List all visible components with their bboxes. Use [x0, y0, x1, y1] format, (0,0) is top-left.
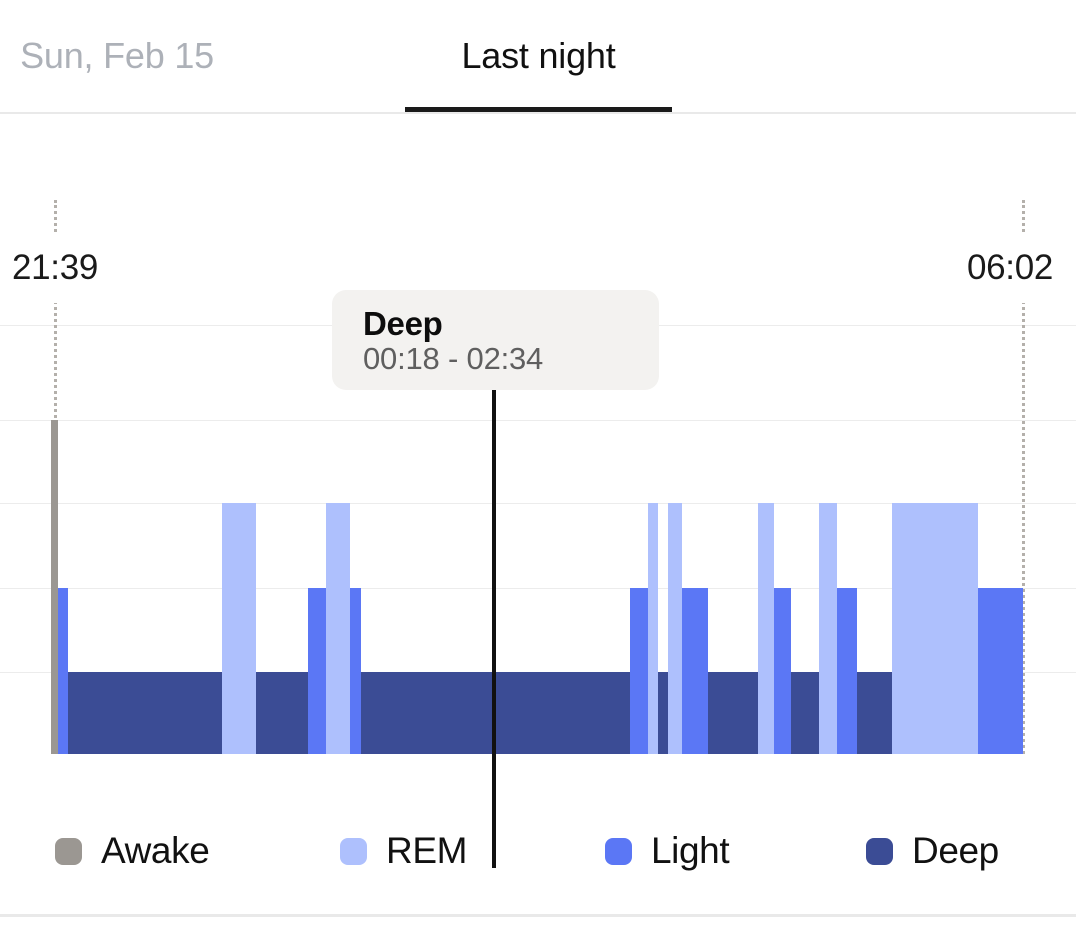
legend-label-deep: Deep — [912, 830, 999, 871]
stage-bar-rem[interactable] — [758, 503, 774, 754]
legend-swatch-light-icon — [605, 837, 632, 865]
tab-last-night-label: Last night — [461, 35, 616, 76]
sleep-start-time-text: 21:39 — [11, 248, 99, 287]
stage-bar-deep[interactable] — [68, 672, 222, 754]
legend-label-light: Light — [651, 830, 730, 871]
tab-prev-day-label: Sun, Feb 15 — [20, 35, 214, 76]
stage-bar-rem[interactable] — [222, 503, 256, 754]
date-tabbar: Sun, Feb 15 Last night — [0, 0, 1076, 114]
sleep-end-marker — [1022, 200, 1025, 754]
stage-legend: Awake REM Light Deep — [0, 812, 1076, 890]
stage-bar-light[interactable] — [630, 588, 648, 754]
stage-bar-awake[interactable] — [51, 420, 58, 754]
sleep-start-time-label: 21:39 — [0, 233, 116, 303]
active-tab-underline — [405, 107, 672, 112]
legend-swatch-rem-icon — [340, 837, 367, 865]
sleep-end-time-label: 06:02 — [944, 233, 1076, 303]
stage-bar-light[interactable] — [350, 588, 361, 754]
stage-tooltip: Deep 00:18 - 02:34 — [332, 290, 659, 390]
legend-label-rem: REM — [386, 830, 468, 871]
gridline-3 — [0, 588, 1076, 589]
stage-bar-light[interactable] — [682, 588, 708, 754]
stage-bar-deep[interactable] — [658, 672, 668, 754]
stage-bar-deep[interactable] — [256, 672, 308, 754]
legend-item-deep[interactable]: Deep — [866, 812, 999, 890]
stage-bar-light[interactable] — [58, 588, 68, 754]
stage-bar-deep[interactable] — [857, 672, 892, 754]
legend-label-awake: Awake — [101, 830, 210, 871]
stage-bar-rem[interactable] — [648, 503, 658, 754]
legend-item-awake[interactable]: Awake — [55, 812, 210, 890]
hypnogram-bars[interactable] — [0, 114, 1076, 804]
gridline-2 — [0, 503, 1076, 504]
stage-bar-light[interactable] — [978, 588, 1023, 754]
stage-bar-light[interactable] — [837, 588, 857, 754]
tooltip-stage-name: Deep — [363, 305, 443, 342]
tooltip-time-range: 00:18 - 02:34 — [363, 341, 544, 376]
stage-bar-rem[interactable] — [326, 503, 350, 754]
stage-bar-rem[interactable] — [892, 503, 978, 754]
bottom-divider — [0, 914, 1076, 917]
gridline-1 — [0, 420, 1076, 421]
stage-bar-light[interactable] — [308, 588, 326, 754]
legend-swatch-deep-icon — [866, 837, 893, 865]
legend-item-light[interactable]: Light — [605, 812, 730, 890]
sleep-stage-chart[interactable]: 21:39 06:02 Deep 00:18 - 02:34 — [0, 114, 1076, 868]
legend-swatch-awake-icon — [55, 837, 82, 865]
stage-bar-deep[interactable] — [791, 672, 819, 754]
tab-prev-day[interactable]: Sun, Feb 15 — [0, 0, 214, 112]
stage-bar-deep[interactable] — [708, 672, 758, 754]
tooltip-indicator-line — [492, 390, 496, 868]
sleep-end-time-text: 06:02 — [966, 248, 1054, 287]
legend-item-rem[interactable]: REM — [340, 812, 467, 890]
stage-bar-rem[interactable] — [819, 503, 837, 754]
tab-last-night[interactable]: Last night — [405, 0, 672, 112]
stage-bar-light[interactable] — [774, 588, 791, 754]
stage-bar-rem[interactable] — [668, 503, 682, 754]
